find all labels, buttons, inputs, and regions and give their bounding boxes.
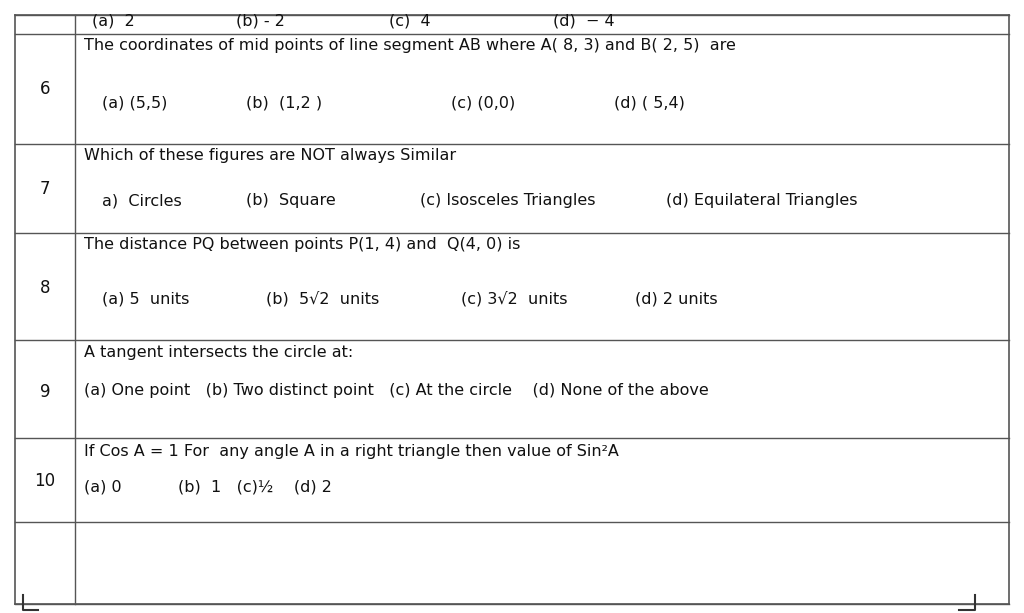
- Text: a)  Circles: a) Circles: [102, 193, 182, 208]
- Text: (a) (5,5): (a) (5,5): [102, 95, 168, 110]
- Text: (a) One point   (b) Two distinct point   (c) At the circle    (d) None of the ab: (a) One point (b) Two distinct point (c)…: [84, 383, 709, 398]
- Text: The distance PQ between points P(1, 4) and  Q(4, 0) is: The distance PQ between points P(1, 4) a…: [84, 237, 520, 252]
- Text: (a)  2: (a) 2: [92, 14, 135, 29]
- Text: (a) 5  units: (a) 5 units: [102, 291, 189, 306]
- Text: (c)  4: (c) 4: [389, 14, 431, 29]
- Text: (a) 0           (b)  1   (c)½    (d) 2: (a) 0 (b) 1 (c)½ (d) 2: [84, 479, 332, 494]
- Text: (b)  5√2  units: (b) 5√2 units: [266, 291, 380, 306]
- Text: (d) 2 units: (d) 2 units: [635, 291, 718, 306]
- Text: (b) - 2: (b) - 2: [236, 14, 285, 29]
- Text: Which of these figures are NOT always Similar: Which of these figures are NOT always Si…: [84, 148, 456, 163]
- Text: (c) (0,0): (c) (0,0): [451, 95, 515, 110]
- Text: 7: 7: [40, 180, 50, 198]
- Text: (d) ( 5,4): (d) ( 5,4): [614, 95, 685, 110]
- Text: (b)  Square: (b) Square: [246, 193, 336, 208]
- Text: (b)  (1,2 ): (b) (1,2 ): [246, 95, 322, 110]
- Text: A tangent intersects the circle at:: A tangent intersects the circle at:: [84, 345, 353, 359]
- Text: (c) 3√2  units: (c) 3√2 units: [461, 291, 567, 306]
- Text: 10: 10: [35, 472, 55, 490]
- Text: (d)  − 4: (d) − 4: [553, 14, 614, 29]
- Text: The coordinates of mid points of line segment AB where A( 8, 3) and B( 2, 5)  ar: The coordinates of mid points of line se…: [84, 38, 736, 53]
- Text: 6: 6: [40, 80, 50, 98]
- Text: 9: 9: [40, 383, 50, 402]
- Text: (c) Isosceles Triangles: (c) Isosceles Triangles: [420, 193, 595, 208]
- Text: 8: 8: [40, 279, 50, 297]
- Text: (d) Equilateral Triangles: (d) Equilateral Triangles: [666, 193, 857, 208]
- Text: If Cos A = 1 For  any angle A in a right triangle then value of Sin²A: If Cos A = 1 For any angle A in a right …: [84, 444, 618, 459]
